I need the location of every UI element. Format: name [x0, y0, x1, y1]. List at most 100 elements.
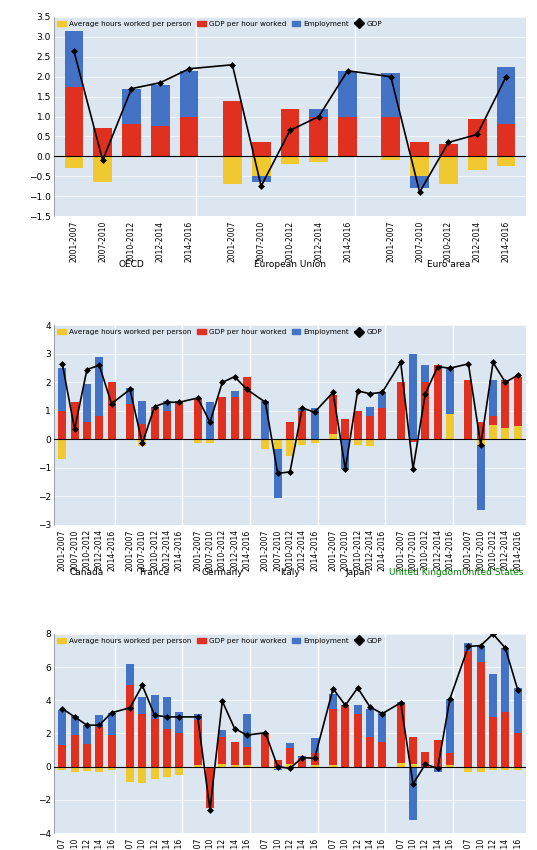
Bar [93, 128, 112, 156]
Bar [446, 753, 454, 767]
Bar [252, 143, 271, 156]
Bar [206, 402, 214, 439]
Bar [286, 439, 294, 456]
Bar [150, 767, 158, 779]
Bar [410, 156, 429, 188]
Bar [139, 697, 146, 714]
Bar [409, 354, 417, 439]
Bar [489, 416, 497, 439]
Bar [219, 730, 226, 737]
Bar [83, 745, 91, 767]
Bar [126, 388, 134, 404]
Bar [338, 116, 357, 156]
Bar [422, 366, 430, 382]
Bar [151, 85, 170, 127]
Bar [252, 156, 271, 176]
Bar [329, 434, 337, 439]
Bar [59, 767, 66, 770]
Bar [378, 408, 386, 439]
Bar [329, 765, 337, 767]
Bar [95, 767, 103, 772]
Bar [468, 118, 487, 156]
Bar [126, 767, 134, 782]
Bar [502, 428, 509, 439]
Text: OECD: OECD [119, 260, 144, 269]
Bar [298, 758, 306, 767]
Bar [163, 697, 171, 729]
Bar [243, 747, 251, 767]
Bar [194, 439, 202, 444]
Bar [329, 694, 337, 709]
Bar [514, 427, 521, 439]
Bar [194, 720, 202, 767]
Bar [286, 748, 294, 767]
Bar [107, 735, 115, 767]
Bar [262, 439, 270, 449]
Bar [298, 408, 306, 411]
Bar [139, 439, 146, 446]
Bar [422, 382, 430, 439]
Bar [93, 156, 112, 182]
Bar [381, 156, 400, 161]
Bar [434, 740, 441, 767]
Bar [497, 124, 516, 156]
Bar [286, 744, 294, 748]
Text: Germany: Germany [201, 569, 243, 577]
Bar [175, 712, 183, 734]
Bar [219, 397, 226, 439]
Bar [446, 765, 454, 767]
Bar [274, 439, 282, 449]
Bar [107, 382, 115, 439]
Bar [139, 401, 146, 423]
Bar [194, 714, 202, 720]
Bar [83, 767, 91, 771]
Bar [514, 734, 521, 767]
Bar [71, 767, 78, 772]
Bar [274, 439, 282, 468]
Bar [274, 760, 282, 767]
Bar [439, 156, 458, 184]
Bar [309, 109, 328, 116]
Bar [180, 116, 199, 156]
Bar [409, 764, 417, 767]
Bar [298, 767, 306, 768]
Bar [378, 742, 386, 767]
Bar [262, 439, 270, 440]
Bar [338, 71, 357, 116]
Bar [139, 714, 146, 767]
Bar [262, 734, 270, 767]
Bar [489, 767, 497, 770]
Bar [309, 116, 328, 156]
Bar [465, 643, 473, 650]
Bar [206, 767, 214, 808]
Bar [175, 767, 183, 775]
Bar [150, 694, 158, 719]
Bar [439, 156, 458, 182]
Bar [122, 124, 141, 156]
Bar [409, 737, 417, 767]
Bar [354, 714, 361, 767]
Bar [310, 439, 318, 444]
Bar [163, 401, 171, 411]
Bar [230, 397, 238, 439]
Bar [309, 156, 328, 162]
Bar [446, 414, 454, 439]
Bar [422, 751, 430, 767]
Bar [59, 411, 66, 439]
Bar [514, 688, 521, 734]
Bar [64, 87, 83, 156]
Bar [310, 408, 318, 439]
Bar [243, 377, 251, 439]
Bar [163, 411, 171, 439]
Bar [298, 756, 306, 758]
Text: Euro area: Euro area [427, 260, 470, 269]
Bar [230, 391, 238, 397]
Bar [126, 404, 134, 439]
Bar [502, 767, 509, 770]
Bar [219, 737, 226, 767]
Bar [252, 156, 271, 182]
Bar [342, 439, 350, 469]
Bar [497, 156, 516, 167]
Bar [434, 767, 441, 773]
Bar [397, 763, 405, 767]
